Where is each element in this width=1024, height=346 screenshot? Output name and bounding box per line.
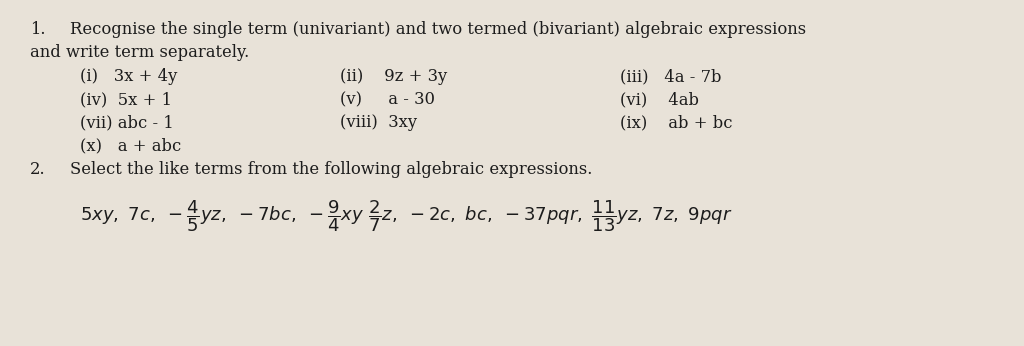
Text: (ii)    9z + 3y: (ii) 9z + 3y bbox=[340, 68, 447, 85]
Text: 2.: 2. bbox=[30, 161, 46, 178]
Text: (vi)    4ab: (vi) 4ab bbox=[620, 91, 699, 108]
Text: (viii)  3xy: (viii) 3xy bbox=[340, 114, 417, 131]
Text: Recognise the single term (univariant) and two termed (bivariant) algebraic expr: Recognise the single term (univariant) a… bbox=[70, 21, 806, 38]
Text: (ix)    ab + bc: (ix) ab + bc bbox=[620, 114, 732, 131]
Text: 1.: 1. bbox=[30, 21, 45, 38]
Text: Select the like terms from the following algebraic expressions.: Select the like terms from the following… bbox=[70, 161, 592, 178]
Text: (iii)   4a - 7b: (iii) 4a - 7b bbox=[620, 68, 722, 85]
Text: (v)     a - 30: (v) a - 30 bbox=[340, 91, 435, 108]
Text: and write term separately.: and write term separately. bbox=[30, 44, 249, 61]
Text: (vii) abc - 1: (vii) abc - 1 bbox=[80, 114, 174, 131]
Text: $5xy,\ 7c,\ -\dfrac{4}{5}yz,\ -7bc,\ -\dfrac{9}{4}xy\ \dfrac{2}{7}z,\ -2c,\ bc,\: $5xy,\ 7c,\ -\dfrac{4}{5}yz,\ -7bc,\ -\d… bbox=[80, 198, 732, 234]
Text: (x)   a + abc: (x) a + abc bbox=[80, 137, 181, 154]
Text: (i)   3x + 4y: (i) 3x + 4y bbox=[80, 68, 177, 85]
Text: (iv)  5x + 1: (iv) 5x + 1 bbox=[80, 91, 172, 108]
